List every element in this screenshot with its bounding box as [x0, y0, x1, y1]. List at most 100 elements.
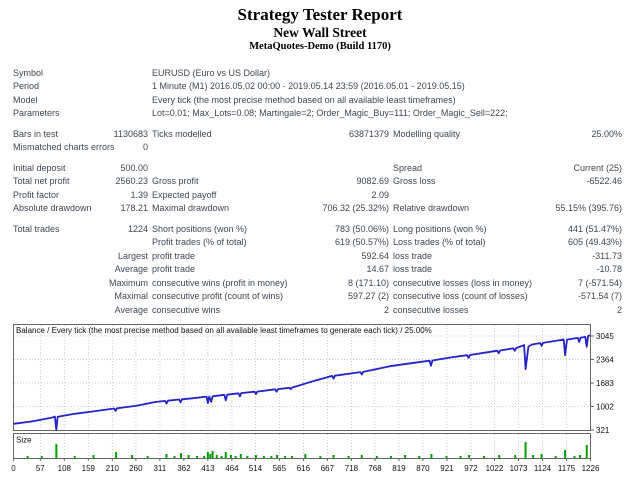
report-cell-c5: Spread [393, 162, 423, 173]
x-axis-label: 413 [201, 464, 215, 473]
report-cell-c3: 1 Minute (M1) 2016.05.02 00:00 - 2019.05… [152, 81, 465, 92]
report-cell-c3: Maximal drawdown [152, 203, 230, 214]
report-cell-c5 [393, 190, 543, 200]
report-header: Strategy Tester Report New Wall Street M… [0, 5, 640, 53]
report-cell-c6: -6522.46 [586, 176, 622, 187]
report-cell-c1 [13, 237, 108, 247]
balance-chart: 321 1002 1683 2364 3045 0 57 108 159 210 260 311 362… [11, 324, 614, 473]
report-cell-c5 [393, 142, 543, 152]
y-axis-label: 3045 [596, 332, 614, 341]
report-cell-c2 [108, 95, 148, 105]
report-cell-c4: 63871379 [348, 128, 389, 139]
report-cell-c3: Lot=0.01; Max_Lots=0.08; Martingale=2; O… [152, 108, 508, 119]
report-cell-c5: loss trade [393, 250, 433, 261]
report-cell-c1 [13, 264, 108, 274]
report-cell-c5: Modelling quality [393, 128, 461, 139]
report-row: Largest profit trade 592.64 loss trade -311.… [13, 249, 625, 263]
report-cell-c2: 2560.23 [115, 176, 148, 187]
report-cell-c2: 1224 [127, 223, 148, 234]
report-row: Initial deposit 500.00 Spread Current (25) [13, 161, 625, 175]
x-axis-label: 1175 [558, 464, 576, 473]
chart-title: Balance / Every tick (the most precise m… [16, 326, 432, 335]
report-cell-c3 [152, 163, 307, 173]
x-axis-label: 362 [177, 464, 191, 473]
report-cell-c2: Average [114, 264, 148, 275]
report-cell-c4: 14.67 [366, 264, 389, 275]
report-row: Parameters Lot=0.01; Max_Lots=0.08; Mart… [13, 107, 625, 121]
report-row: Absolute drawdown 178.21 Maximal drawdown 7… [13, 202, 625, 216]
x-axis-label: 159 [82, 464, 96, 473]
report-cell-c4: 592.64 [361, 250, 389, 261]
x-axis-label: 921 [440, 464, 454, 473]
x-axis-label: 1073 [510, 464, 528, 473]
report-cell-c1: Profit factor [13, 189, 60, 200]
report-cell-c2: 500.00 [120, 162, 148, 173]
report-cell-c1: Parameters [13, 108, 60, 119]
report-cell-c2: Largest [117, 250, 148, 261]
x-axis-label: 870 [416, 464, 430, 473]
report-cell-c2: Average [114, 304, 148, 315]
report-cell-c6: 7 (-571.54) [577, 277, 622, 288]
report-cell-c2 [108, 81, 148, 91]
report-cell-c5: consecutive losses [393, 304, 469, 315]
report-cell-c4: 783 (50.06%) [334, 223, 389, 234]
report-cell-c1: Model [13, 94, 38, 105]
report-cell-c5: Long positions (won %) [393, 223, 487, 234]
report-cell-c6 [543, 190, 622, 200]
y-axis-label: 321 [596, 426, 610, 435]
report-row: Profit factor 1.39 Expected payoff 2.09 [13, 188, 625, 202]
report-row: Period 1 Minute (M1) 2016.05.02 00:00 - … [13, 80, 625, 94]
report-row: Model Every tick (the most precise metho… [13, 93, 625, 107]
report-cell-c4 [307, 163, 389, 173]
report-cell-c6: -10.78 [596, 264, 622, 275]
report-cell-c1: Symbol [13, 67, 44, 78]
x-axis-label: 57 [36, 464, 45, 473]
x-axis-label: 768 [368, 464, 382, 473]
report-row: Maximum consecutive wins (profit in money… [13, 276, 625, 290]
report-cell-c2: Maximum [108, 277, 148, 288]
x-axis-label: 260 [129, 464, 143, 473]
report-cell-c2: 0 [142, 142, 148, 153]
report-row: Average consecutive wins 2 consecutive loss… [13, 303, 625, 317]
server-build: MetaQuotes-Demo (Build 1170) [249, 41, 391, 52]
report-cell-c3: EURUSD (Euro vs US Dollar) [152, 67, 271, 78]
report-cell-c6: 25.00% [591, 128, 622, 139]
report-cell-c3: consecutive wins [152, 304, 221, 315]
x-axis-label: 616 [297, 464, 311, 473]
y-axis-label: 1683 [596, 379, 614, 388]
y-axis-label: 2364 [596, 356, 614, 365]
report-cell-c4: 619 (50.57%) [334, 237, 389, 248]
report-cell-c1 [13, 278, 108, 288]
report-cell-c3: Profit trades (% of total) [152, 237, 247, 248]
report-cell-c4: 597.27 (2) [347, 291, 389, 302]
report-cell-c1: Bars in test [13, 128, 59, 139]
expert-name: New Wall Street [273, 25, 367, 40]
report-cell-c5: Loss trades (% of total) [393, 237, 486, 248]
report-cell-c3: profit trade [152, 250, 196, 261]
report-row: Maximal consecutive profit (count of wins… [13, 290, 625, 304]
y-axis-label: 1002 [596, 403, 614, 412]
x-axis-label: 565 [273, 464, 287, 473]
report-cell-c4 [307, 142, 389, 152]
report-cell-c3: consecutive wins (profit in money) [152, 277, 288, 288]
x-axis-label: 972 [464, 464, 478, 473]
report-cell-c2: 1130683 [113, 128, 148, 139]
report-cell-c5: loss trade [393, 264, 433, 275]
report-row: Symbol EURUSD (Euro vs US Dollar) [13, 66, 625, 80]
report-cell-c1: Total net profit [13, 176, 70, 187]
report-cell-c6: -571.54 (7) [577, 291, 622, 302]
report-cell-c5: consecutive losses (loss in money) [393, 277, 533, 288]
report-row: Average profit trade 14.67 loss trade -10.78 [13, 263, 625, 277]
report-cell-c2 [108, 108, 148, 118]
report-cell-c3: Ticks modelled [152, 128, 212, 139]
x-axis-label: 108 [58, 464, 72, 473]
report-cell-c1 [13, 291, 108, 301]
report-row: Profit trades (% of total) 619 (50.57%) Lo… [13, 236, 625, 250]
size-panel-label: Size [16, 436, 32, 445]
report-cell-c6: -311.73 [592, 250, 622, 261]
report-row: Mismatched charts errors 0 [13, 141, 625, 155]
x-axis-label: 718 [345, 464, 359, 473]
report-cell-c3 [152, 142, 307, 152]
report-cell-c3: consecutive profit (count of wins) [152, 291, 284, 302]
